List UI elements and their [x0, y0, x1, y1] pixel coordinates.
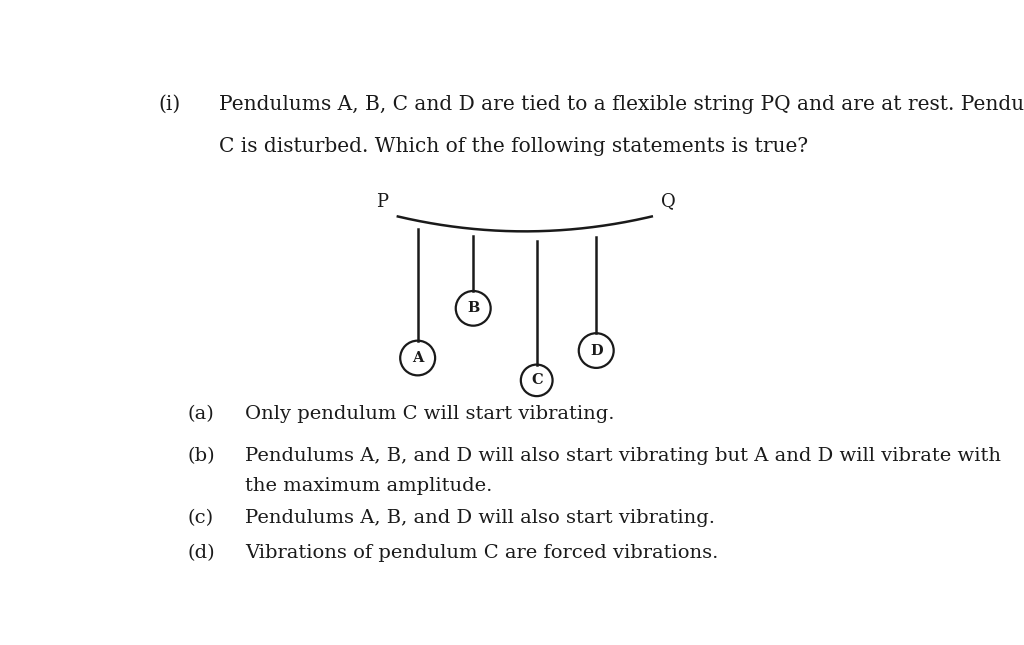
Text: Pendulums A, B, C and D are tied to a flexible string PQ and are at rest. Pendul: Pendulums A, B, C and D are tied to a fl… [219, 95, 1024, 114]
Text: (a): (a) [187, 405, 214, 423]
Text: C: C [530, 373, 543, 388]
Text: (d): (d) [187, 544, 215, 562]
Text: C is disturbed. Which of the following statements is true?: C is disturbed. Which of the following s… [219, 137, 808, 156]
Text: B: B [467, 301, 479, 315]
Text: (i): (i) [158, 95, 180, 114]
Text: Only pendulum C will start vibrating.: Only pendulum C will start vibrating. [246, 405, 615, 423]
Text: D: D [590, 344, 602, 357]
Text: P: P [376, 192, 388, 210]
Text: Pendulums A, B, and D will also start vibrating but A and D will vibrate with: Pendulums A, B, and D will also start vi… [246, 448, 1001, 466]
Text: Q: Q [662, 192, 676, 210]
Text: Vibrations of pendulum C are forced vibrations.: Vibrations of pendulum C are forced vibr… [246, 544, 719, 562]
Text: (b): (b) [187, 448, 215, 466]
Text: Pendulums A, B, and D will also start vibrating.: Pendulums A, B, and D will also start vi… [246, 510, 716, 528]
Text: (c): (c) [187, 510, 214, 528]
Text: the maximum amplitude.: the maximum amplitude. [246, 477, 493, 495]
Text: A: A [412, 351, 423, 365]
